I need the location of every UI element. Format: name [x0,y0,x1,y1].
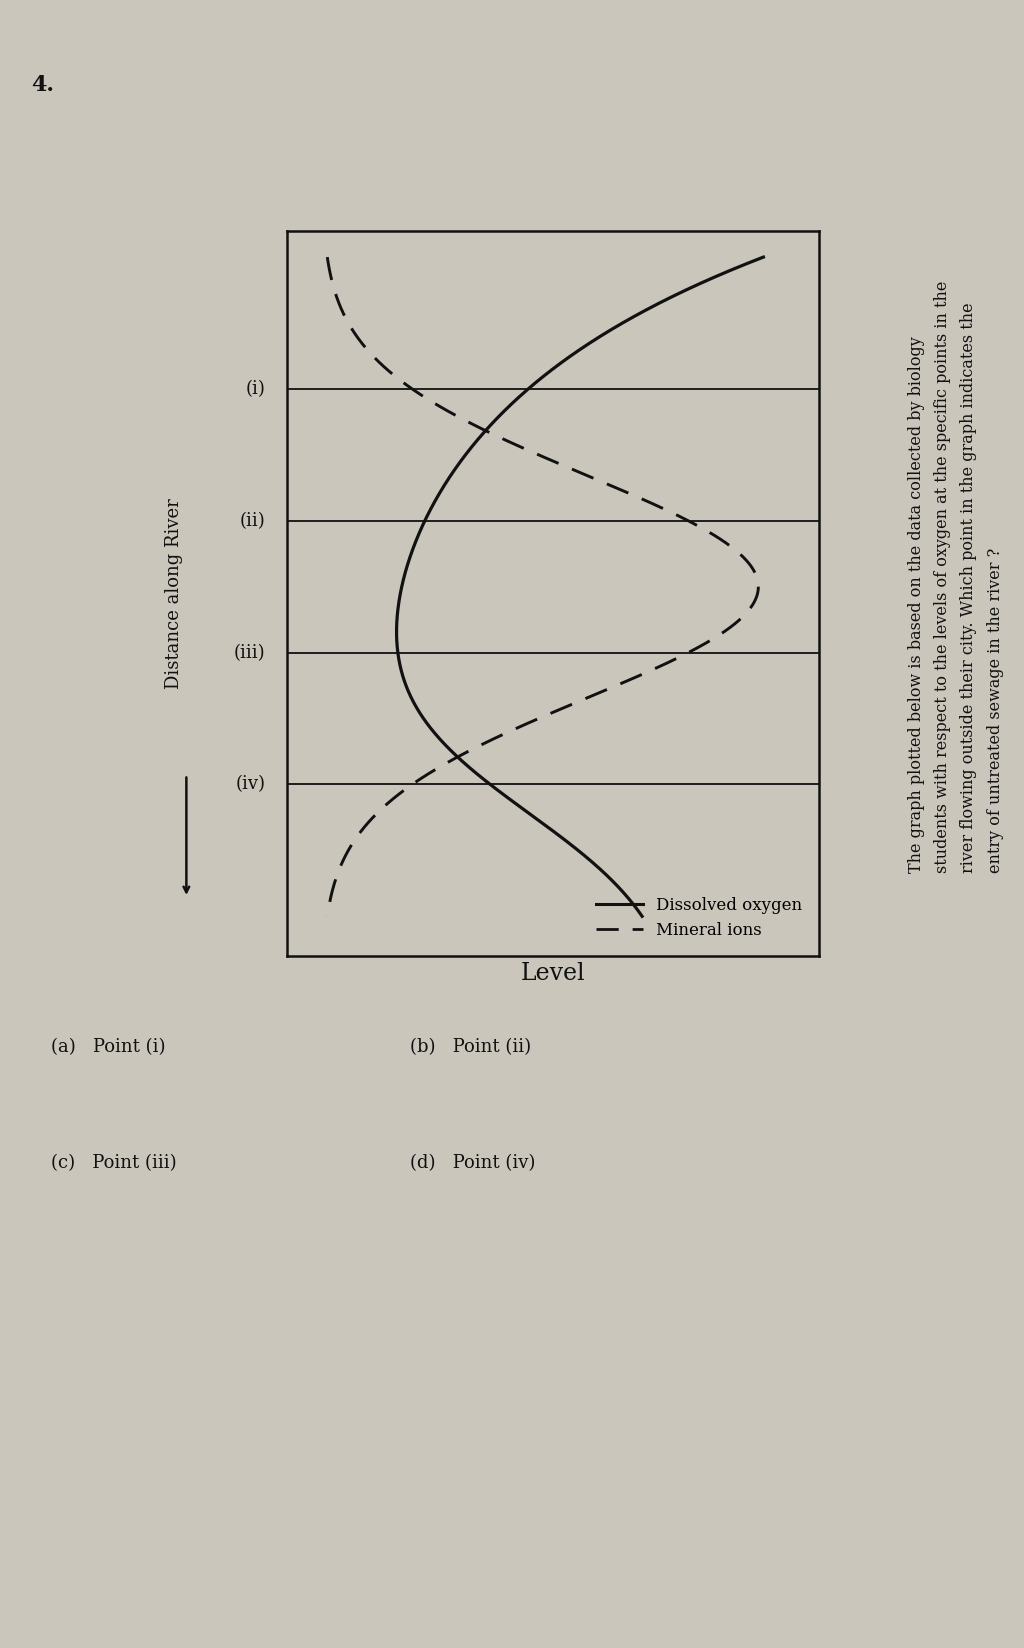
Text: (c)   Point (iii): (c) Point (iii) [51,1154,177,1172]
Text: (ii): (ii) [240,513,265,529]
Text: (i): (i) [246,381,265,397]
Text: The graph plotted below is based on the data collected by biology
students with : The graph plotted below is based on the … [908,280,1004,873]
Text: (b)   Point (ii): (b) Point (ii) [410,1038,530,1056]
Text: (iv): (iv) [236,776,265,793]
Text: (iii): (iii) [233,644,265,661]
Text: (d)   Point (iv): (d) Point (iv) [410,1154,535,1172]
Text: (a)   Point (i): (a) Point (i) [51,1038,166,1056]
Legend: Dissolved oxygen, Mineral ions: Dissolved oxygen, Mineral ions [588,888,811,948]
Text: 4.: 4. [31,74,53,96]
Text: Level: Level [520,962,586,986]
Text: Distance along River: Distance along River [165,498,183,689]
